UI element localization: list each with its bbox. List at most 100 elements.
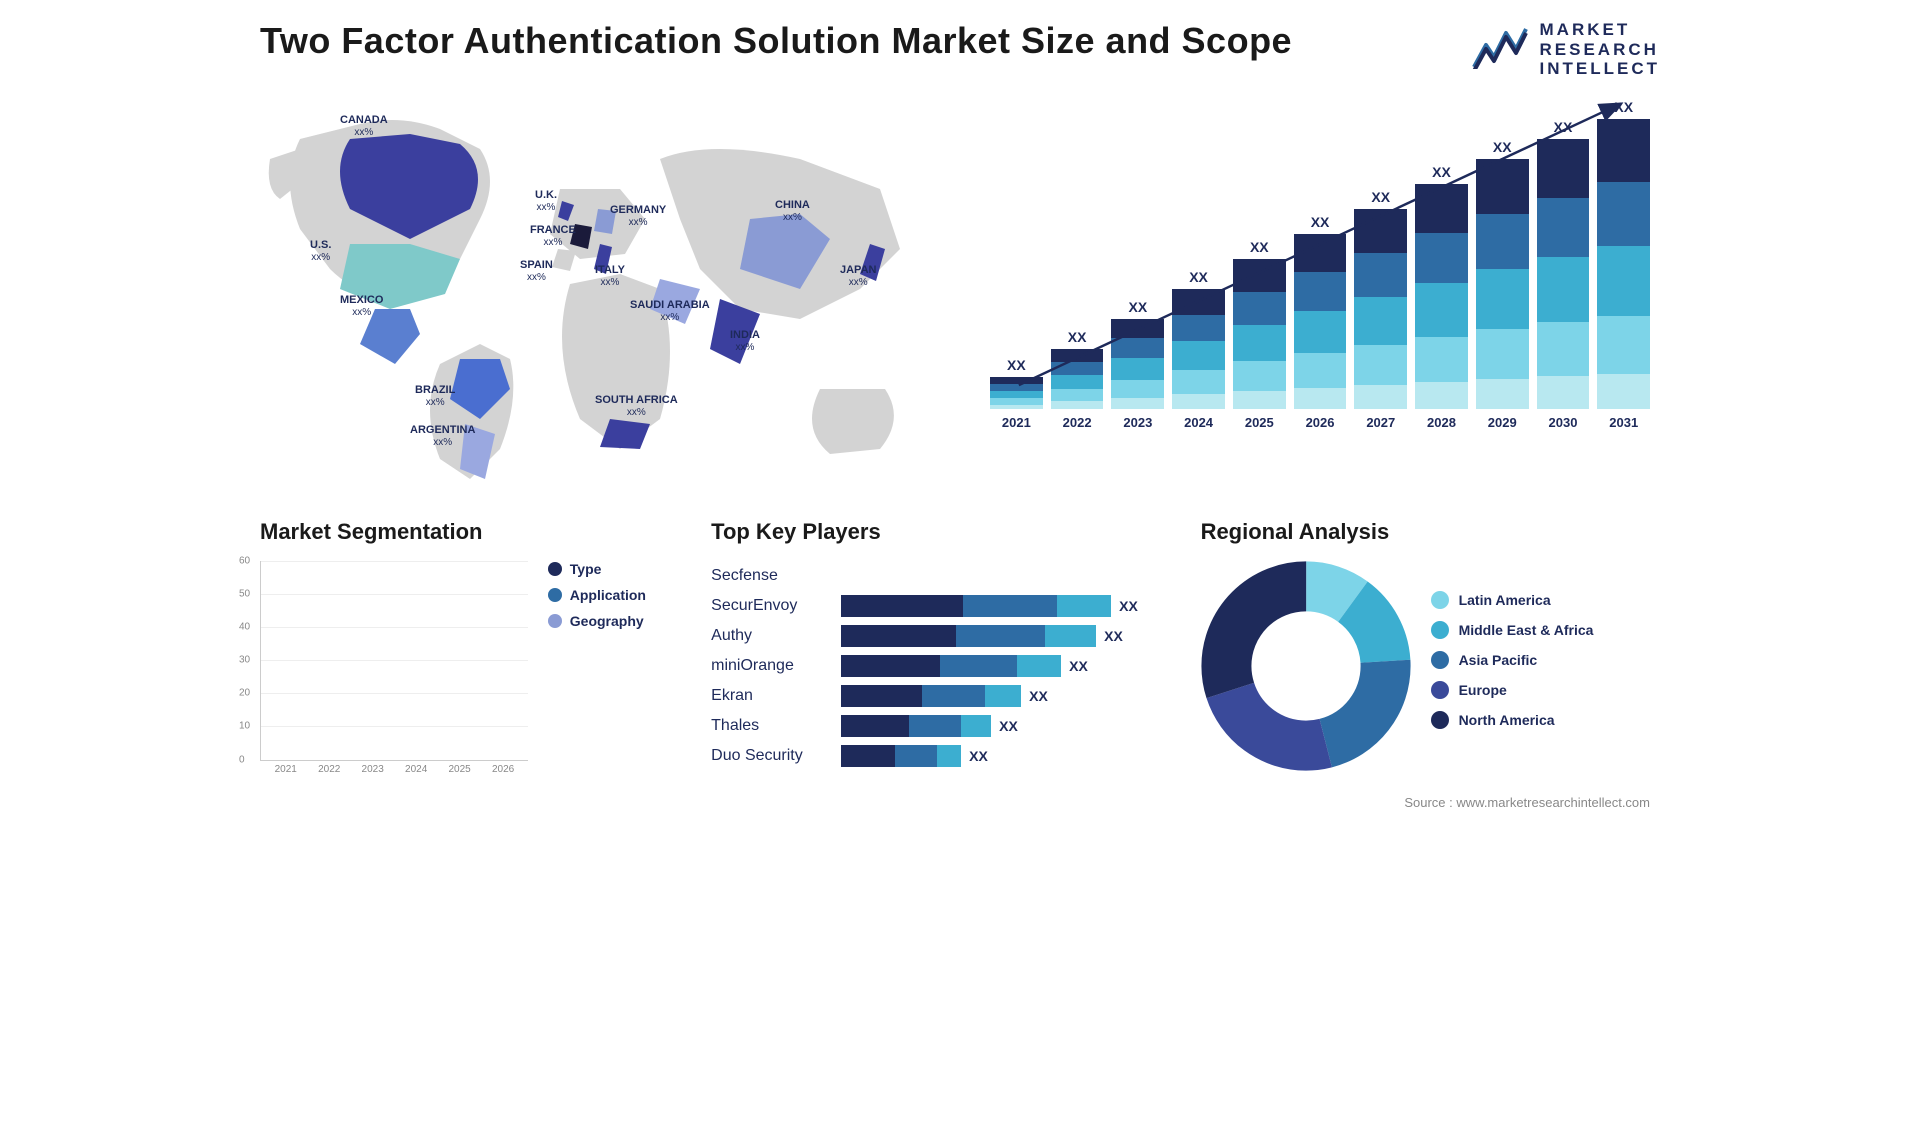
main-bar-stack: [1051, 349, 1104, 409]
main-bar-value-label: XX: [1432, 164, 1451, 180]
regional-panel: Regional Analysis Latin AmericaMiddle Ea…: [1201, 519, 1660, 771]
regional-legend-label: Middle East & Africa: [1459, 622, 1594, 638]
kp-bar-segment: [937, 745, 961, 767]
seg-year-label: 2026: [492, 764, 514, 775]
main-bar-year-label: 2025: [1233, 415, 1286, 430]
kp-bar-wrap: XX: [841, 685, 1170, 707]
map-label-spain: SPAINxx%: [520, 259, 553, 284]
kp-bar-wrap: XX: [841, 595, 1170, 617]
main-bar-stack: [1537, 139, 1590, 409]
main-bar-segment: [1294, 234, 1347, 273]
main-bar-years: 2021202220232024202520262027202820292030…: [980, 409, 1660, 430]
main-bar-segment: [1597, 316, 1650, 374]
seg-legend-label: Type: [570, 561, 602, 577]
main-bar-col-2026: XX: [1294, 214, 1347, 409]
regional-content: Latin AmericaMiddle East & AfricaAsia Pa…: [1201, 561, 1660, 771]
logo: MARKET RESEARCH INTELLECT: [1472, 20, 1661, 79]
main-bar-segment: [1597, 246, 1650, 316]
kp-player-name: Duo Security: [711, 747, 841, 765]
map-label-canada: CANADAxx%: [340, 114, 388, 139]
seg-legend-dot: [548, 562, 562, 576]
main-bar-value-label: XX: [1554, 119, 1573, 135]
kp-value-label: XX: [999, 718, 1018, 734]
main-bar-segment: [1233, 259, 1286, 292]
donut-hole: [1266, 626, 1346, 706]
seg-ytick-label: 30: [239, 655, 250, 666]
main-bar-segment: [1172, 394, 1225, 408]
kp-bar-segment: [841, 745, 895, 767]
main-bar-segment: [1111, 358, 1164, 380]
seg-legend-dot: [548, 588, 562, 602]
main-bar-segment: [1537, 322, 1590, 376]
seg-legend-item: Application: [548, 587, 681, 603]
main-bar-segment: [1476, 329, 1529, 379]
segmentation-content: 202120222023202420252026 0102030405060 T…: [260, 561, 681, 761]
regional-legend-dot: [1431, 711, 1449, 729]
main-bar-col-2021: XX: [990, 357, 1043, 409]
main-bar-segment: [1537, 257, 1590, 322]
main-bar-segment: [1354, 253, 1407, 297]
kp-bar-segment: [895, 745, 937, 767]
main-bar-col-2030: XX: [1537, 119, 1590, 409]
seg-legend-dot: [548, 614, 562, 628]
main-bar-segment: [1537, 139, 1590, 198]
segmentation-chart: 202120222023202420252026 0102030405060: [260, 561, 528, 761]
world-map-panel: CANADAxx%U.S.xx%MEXICOxx%BRAZILxx%ARGENT…: [260, 89, 940, 489]
kp-bar-segment: [841, 685, 922, 707]
kp-bar-segment: [841, 625, 956, 647]
regional-legend: Latin AmericaMiddle East & AfricaAsia Pa…: [1431, 591, 1660, 741]
main-bar-segment: [1537, 198, 1590, 257]
kp-row-thales: ThalesXX: [711, 711, 1170, 741]
kp-bar-segment: [909, 715, 962, 737]
kp-value-label: XX: [1069, 658, 1088, 674]
map-label-germany: GERMANYxx%: [610, 204, 666, 229]
seg-ytick-label: 0: [239, 754, 245, 765]
seg-legend-item: Type: [548, 561, 681, 577]
seg-ytick-label: 50: [239, 588, 250, 599]
main-bar-col-2023: XX: [1111, 299, 1164, 409]
seg-year-label: 2023: [362, 764, 384, 775]
main-bar-col-2024: XX: [1172, 269, 1225, 409]
map-label-india: INDIAxx%: [730, 329, 760, 354]
kp-bar-segment: [841, 595, 963, 617]
main-bar-value-label: XX: [1250, 239, 1269, 255]
main-bar-year-label: 2030: [1537, 415, 1590, 430]
kp-value-label: XX: [969, 748, 988, 764]
kp-bar-wrap: XX: [841, 745, 1170, 767]
main-bar-segment: [1354, 297, 1407, 345]
main-bar-segment: [1111, 319, 1164, 339]
seg-grid-line: [261, 627, 528, 628]
main-bar-year-label: 2024: [1172, 415, 1225, 430]
kp-bar-wrap: XX: [841, 655, 1170, 677]
main-bar-segment: [1415, 382, 1468, 409]
regional-legend-item: Asia Pacific: [1431, 651, 1660, 669]
main-bar-segment: [1354, 345, 1407, 385]
key-players-list: SecfenseSecurEnvoyXXAuthyXXminiOrangeXXE…: [711, 561, 1170, 771]
main-bar-col-2028: XX: [1415, 164, 1468, 409]
regional-legend-dot: [1431, 621, 1449, 639]
main-bar-segment: [1354, 385, 1407, 409]
kp-value-label: XX: [1104, 628, 1123, 644]
main-bar-col-2022: XX: [1051, 329, 1104, 409]
main-bar-segment: [1051, 362, 1104, 375]
main-bar-stack: [1172, 289, 1225, 409]
kp-bar-segment: [985, 685, 1021, 707]
main-bar-value-label: XX: [1007, 357, 1026, 373]
logo-text: MARKET RESEARCH INTELLECT: [1540, 20, 1661, 79]
kp-bar: [841, 595, 1111, 617]
seg-year-label: 2024: [405, 764, 427, 775]
main-bar-year-label: 2028: [1415, 415, 1468, 430]
main-bar-value-label: XX: [1128, 299, 1147, 315]
kp-bar-segment: [922, 685, 985, 707]
main-bar-year-label: 2029: [1476, 415, 1529, 430]
kp-row-securenvoy: SecurEnvoyXX: [711, 591, 1170, 621]
map-label-saudi-arabia: SAUDI ARABIAxx%: [630, 299, 710, 324]
main-bar-segment: [1172, 315, 1225, 341]
map-label-argentina: ARGENTINAxx%: [410, 424, 475, 449]
main-bar-segment: [1597, 119, 1650, 183]
main-bar-stack: [1233, 259, 1286, 409]
main-bar-value-label: XX: [1068, 329, 1087, 345]
map-label-japan: JAPANxx%: [840, 264, 876, 289]
main-bar-segment: [990, 377, 1043, 384]
regional-legend-item: Europe: [1431, 681, 1660, 699]
